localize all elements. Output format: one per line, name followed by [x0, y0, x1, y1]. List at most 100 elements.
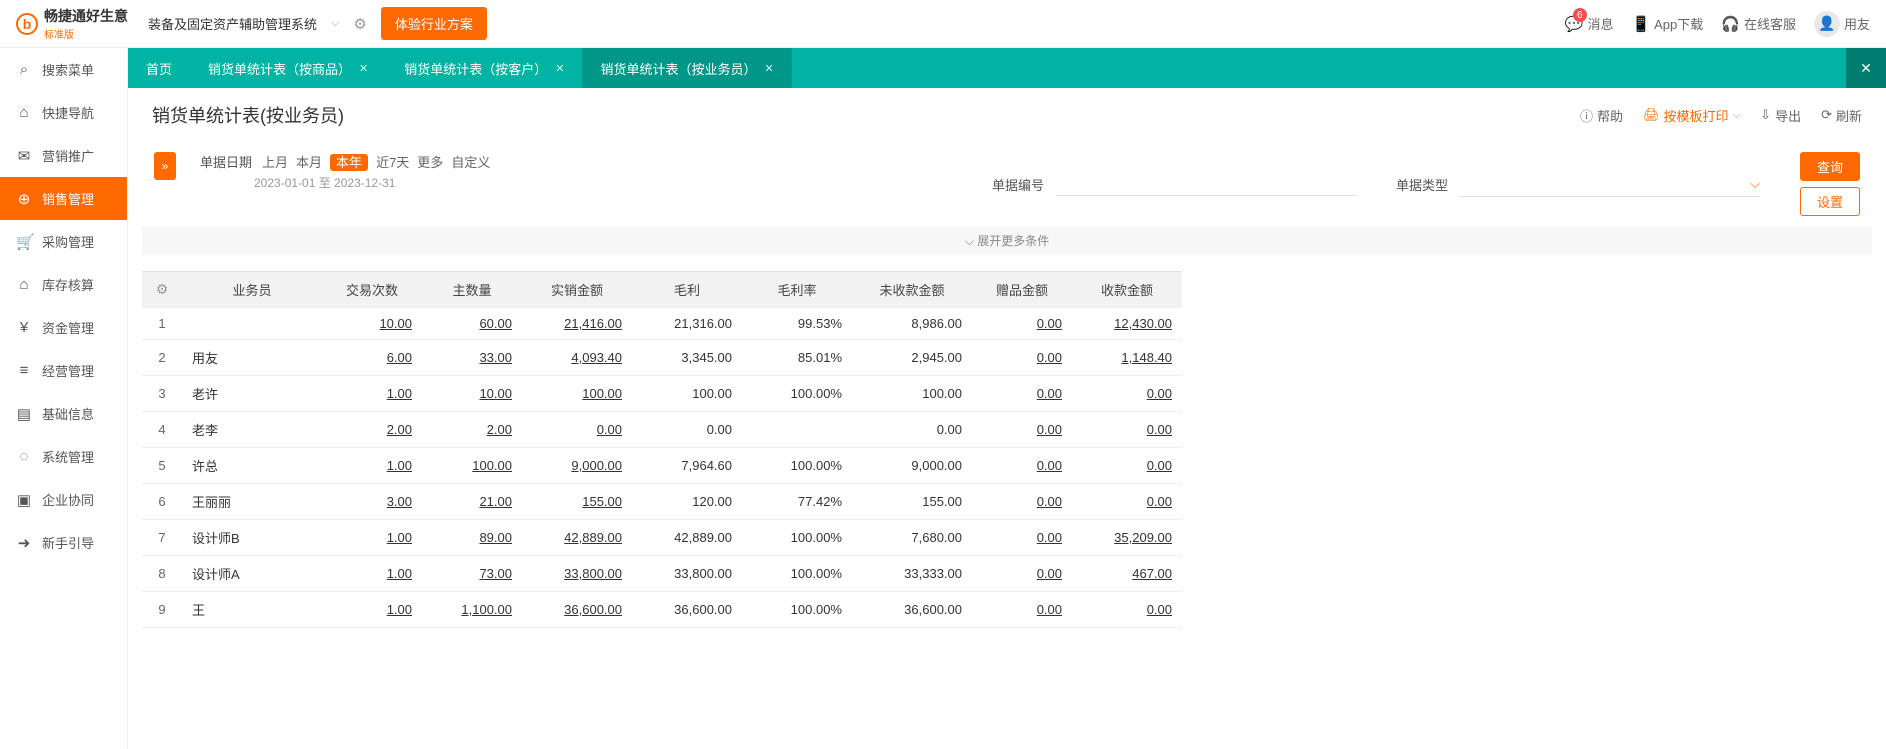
close-icon[interactable]: ✕: [359, 62, 368, 75]
table-cell[interactable]: 1.00: [322, 556, 422, 592]
system-selector[interactable]: 装备及固定资产辅助管理系统 ⌵: [148, 14, 353, 33]
doc-no-input[interactable]: [1056, 172, 1356, 196]
table-cell[interactable]: 36,600.00: [522, 592, 632, 628]
table-cell[interactable]: 6.00: [322, 340, 422, 376]
table-cell[interactable]: 9,000.00: [522, 448, 632, 484]
table-row[interactable]: 110.0060.0021,416.0021,316.0099.53%8,986…: [142, 308, 1182, 340]
table-cell[interactable]: 0.00: [1072, 448, 1182, 484]
date-option[interactable]: 更多: [417, 155, 443, 170]
close-icon[interactable]: ✕: [765, 62, 774, 75]
table-cell[interactable]: 1.00: [322, 592, 422, 628]
table-row[interactable]: 3老许1.0010.00100.00100.00100.00%100.000.0…: [142, 376, 1182, 412]
user-menu[interactable]: 👤 用友: [1814, 11, 1870, 37]
table-cell[interactable]: 0.00: [1072, 376, 1182, 412]
sidebar-item[interactable]: ➜新手引导: [0, 521, 127, 564]
sidebar-item[interactable]: ⊕销售管理: [0, 177, 127, 220]
sidebar-item[interactable]: ⌕搜索菜单: [0, 48, 127, 91]
table-cell: 6: [142, 484, 182, 520]
table-row[interactable]: 5许总1.00100.009,000.007,964.60100.00%9,00…: [142, 448, 1182, 484]
table-cell[interactable]: 3.00: [322, 484, 422, 520]
tab[interactable]: 销货单统计表（按客户）✕: [386, 48, 582, 88]
table-cell[interactable]: 89.00: [422, 520, 522, 556]
table-row[interactable]: 8设计师A1.0073.0033,800.0033,800.00100.00%3…: [142, 556, 1182, 592]
table-cell: 99.53%: [742, 308, 852, 340]
export-button[interactable]: ⇩ 导出: [1760, 106, 1801, 125]
table-cell[interactable]: 1,100.00: [422, 592, 522, 628]
search-button[interactable]: 查询: [1800, 152, 1860, 181]
sidebar-item[interactable]: ¥资金管理: [0, 306, 127, 349]
table-cell[interactable]: 2.00: [422, 412, 522, 448]
table-row[interactable]: 2用友6.0033.004,093.403,345.0085.01%2,945.…: [142, 340, 1182, 376]
table-cell[interactable]: 0.00: [972, 340, 1072, 376]
table-cell[interactable]: 60.00: [422, 308, 522, 340]
table-cell[interactable]: 0.00: [522, 412, 632, 448]
sidebar-item[interactable]: ◌系统管理: [0, 435, 127, 478]
table-cell[interactable]: 4,093.40: [522, 340, 632, 376]
table-cell[interactable]: 21,416.00: [522, 308, 632, 340]
settings-button[interactable]: 设置: [1800, 187, 1860, 216]
sidebar-item[interactable]: ▤基础信息: [0, 392, 127, 435]
print-button[interactable]: 🖨 按模板打印 ⌵: [1643, 106, 1740, 125]
date-option[interactable]: 本年: [330, 154, 368, 171]
messages-button[interactable]: 💬 6 消息: [1565, 14, 1614, 33]
refresh-button[interactable]: ⟳ 刷新: [1821, 106, 1862, 125]
table-cell[interactable]: 0.00: [972, 448, 1072, 484]
table-cell[interactable]: 0.00: [972, 484, 1072, 520]
table-cell[interactable]: 12,430.00: [1072, 308, 1182, 340]
help-button[interactable]: ⓘ 帮助: [1580, 106, 1623, 125]
table-cell[interactable]: 155.00: [522, 484, 632, 520]
customer-service-button[interactable]: 🎧 在线客服: [1721, 14, 1796, 33]
table-cell[interactable]: 1.00: [322, 448, 422, 484]
close-all-tabs-button[interactable]: ✕: [1846, 48, 1886, 88]
date-option[interactable]: 本月: [296, 155, 322, 170]
table-row[interactable]: 9王1.001,100.0036,600.0036,600.00100.00%3…: [142, 592, 1182, 628]
sidebar-item[interactable]: ⌂库存核算: [0, 263, 127, 306]
table-cell[interactable]: 1,148.40: [1072, 340, 1182, 376]
table-cell[interactable]: 2.00: [322, 412, 422, 448]
table-cell[interactable]: 100.00: [522, 376, 632, 412]
expand-filters-button[interactable]: ⌵ 展开更多条件: [142, 226, 1872, 255]
app-download-button[interactable]: 📱 App下载: [1631, 14, 1703, 33]
table-cell[interactable]: 73.00: [422, 556, 522, 592]
table-row[interactable]: 4老李2.002.000.000.000.000.000.00: [142, 412, 1182, 448]
gear-column-header[interactable]: ⚙: [142, 272, 182, 308]
date-option[interactable]: 自定义: [451, 155, 490, 170]
table-cell[interactable]: 467.00: [1072, 556, 1182, 592]
trial-button[interactable]: 体验行业方案: [381, 7, 487, 40]
sidebar-item[interactable]: ✉营销推广: [0, 134, 127, 177]
table-cell[interactable]: 10.00: [422, 376, 522, 412]
table-cell[interactable]: 0.00: [972, 308, 1072, 340]
table-cell[interactable]: 100.00: [422, 448, 522, 484]
table-cell[interactable]: 0.00: [972, 556, 1072, 592]
table-cell[interactable]: 21.00: [422, 484, 522, 520]
table-row[interactable]: 6王丽丽3.0021.00155.00120.0077.42%155.000.0…: [142, 484, 1182, 520]
doc-type-select[interactable]: ⌵: [1460, 172, 1760, 197]
table-cell[interactable]: 10.00: [322, 308, 422, 340]
table-cell[interactable]: 35,209.00: [1072, 520, 1182, 556]
table-cell[interactable]: 33,800.00: [522, 556, 632, 592]
table-cell[interactable]: 0.00: [1072, 412, 1182, 448]
table-cell[interactable]: 1.00: [322, 520, 422, 556]
tab[interactable]: 销货单统计表（按商品）✕: [190, 48, 386, 88]
tab[interactable]: 首页: [128, 48, 190, 88]
sidebar-item[interactable]: ▣企业协同: [0, 478, 127, 521]
table-row[interactable]: 7设计师B1.0089.0042,889.0042,889.00100.00%7…: [142, 520, 1182, 556]
gear-icon[interactable]: ⚙: [353, 15, 366, 33]
tab[interactable]: 销货单统计表（按业务员）✕: [582, 48, 791, 88]
collapse-filter-button[interactable]: »: [154, 152, 176, 180]
table-cell[interactable]: 0.00: [972, 520, 1072, 556]
sidebar-item[interactable]: ≡经营管理: [0, 349, 127, 392]
table-cell[interactable]: 0.00: [972, 376, 1072, 412]
table-cell[interactable]: 0.00: [1072, 484, 1182, 520]
table-cell[interactable]: 33.00: [422, 340, 522, 376]
table-cell[interactable]: 1.00: [322, 376, 422, 412]
table-cell[interactable]: 0.00: [1072, 592, 1182, 628]
table-cell[interactable]: 42,889.00: [522, 520, 632, 556]
close-icon[interactable]: ✕: [555, 62, 564, 75]
sidebar-item[interactable]: ⌂快捷导航: [0, 91, 127, 134]
table-cell[interactable]: 0.00: [972, 592, 1072, 628]
date-option[interactable]: 上月: [262, 155, 288, 170]
sidebar-item[interactable]: 🛒采购管理: [0, 220, 127, 263]
date-option[interactable]: 近7天: [376, 155, 409, 170]
table-cell[interactable]: 0.00: [972, 412, 1072, 448]
